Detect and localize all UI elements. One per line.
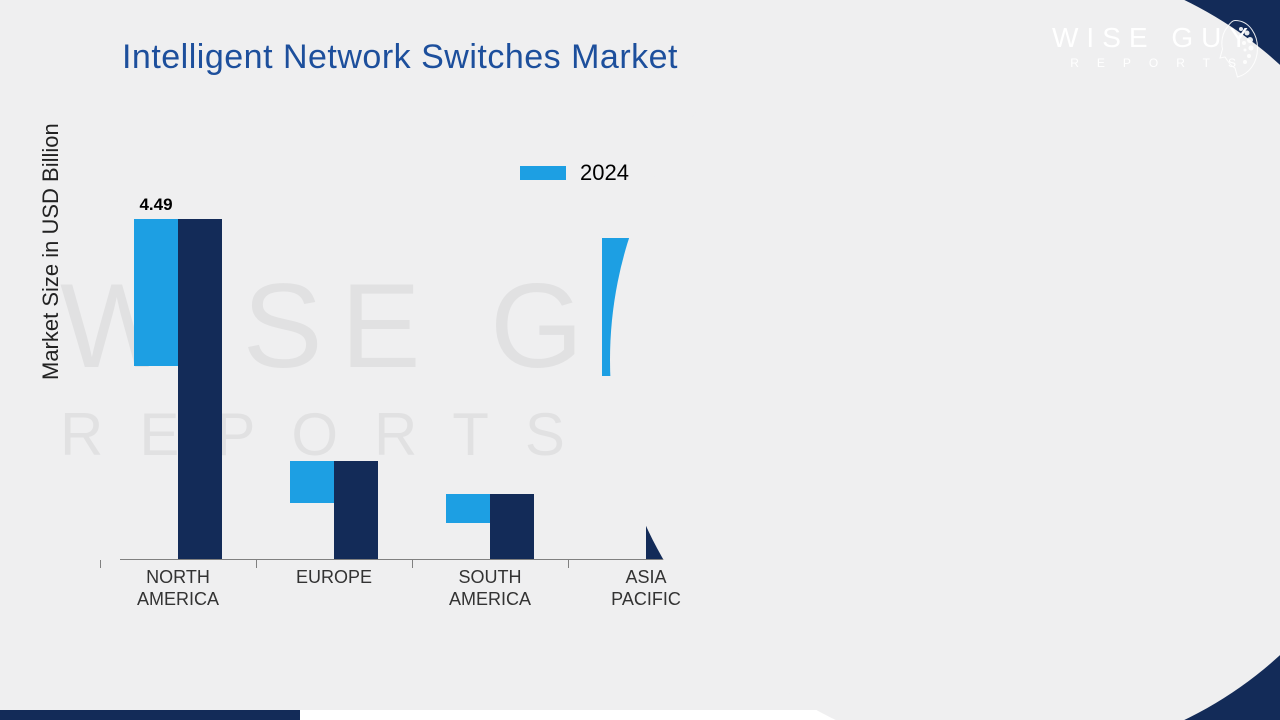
bar-group: EUROPE xyxy=(286,461,382,559)
logo-head-icon xyxy=(1208,18,1262,78)
chart-stage: WISE GUY REPORTS Intelligent Network Swi… xyxy=(0,0,1280,720)
curve-cutout xyxy=(610,0,1280,720)
category-label: NORTHAMERICA xyxy=(103,559,253,610)
bar xyxy=(490,494,534,559)
bar xyxy=(290,461,334,504)
bar-group: SOUTHAMERICA xyxy=(442,494,538,559)
chart-title: Intelligent Network Switches Market xyxy=(0,38,800,77)
x-tick xyxy=(256,560,257,568)
brand-logo: WISE GUY REPORTS xyxy=(1052,22,1256,70)
bar xyxy=(334,461,378,559)
bar-value-label: 4.49 xyxy=(139,195,172,215)
bottom-accent-bar xyxy=(0,710,300,720)
bar: 4.49 xyxy=(134,219,178,366)
bar xyxy=(178,219,222,559)
right-brand-strip xyxy=(970,0,1280,720)
category-label: EUROPE xyxy=(259,559,409,589)
x-tick xyxy=(568,560,569,568)
category-label: SOUTHAMERICA xyxy=(415,559,565,610)
x-tick xyxy=(100,560,101,568)
legend-swatch-2024 xyxy=(520,166,566,180)
legend-label-2024: 2024 xyxy=(580,160,629,186)
legend-item-2024: 2024 xyxy=(520,160,629,186)
bar-group: 4.49NORTHAMERICA xyxy=(130,219,226,559)
y-axis-label: Market Size in USD Billion xyxy=(38,123,64,380)
bar xyxy=(446,494,490,523)
x-tick xyxy=(412,560,413,568)
